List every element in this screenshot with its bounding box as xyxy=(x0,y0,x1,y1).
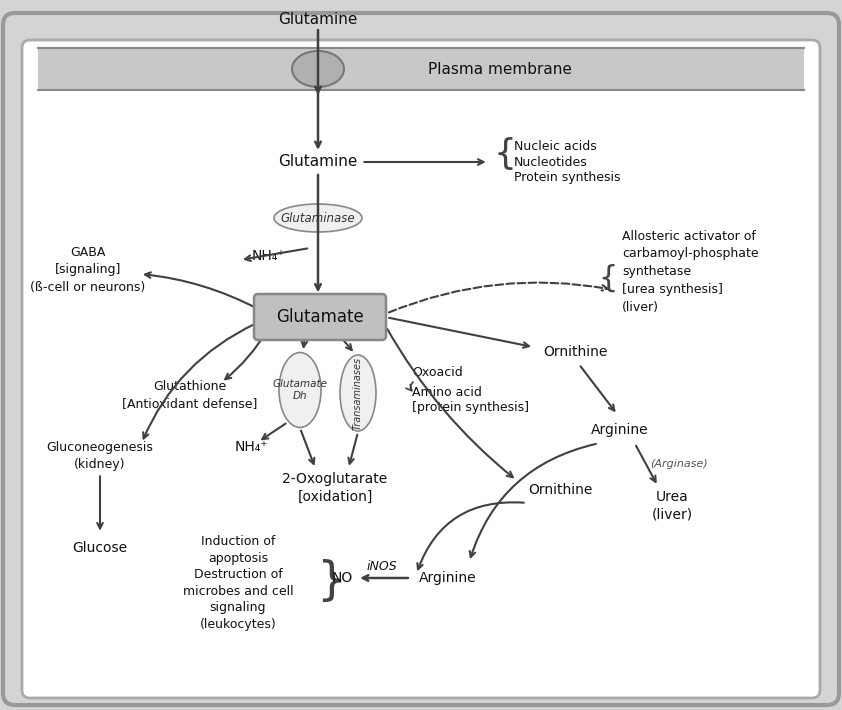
Text: Glutaminase: Glutaminase xyxy=(280,212,355,224)
Text: Nucleotides: Nucleotides xyxy=(514,155,588,168)
Text: Ornithine: Ornithine xyxy=(528,483,592,497)
Text: Allosteric activator of
carbamoyl-phosphate
synthetase
[urea synthesis]
(liver): Allosteric activator of carbamoyl-phosph… xyxy=(622,229,759,315)
Text: Glucose: Glucose xyxy=(72,541,127,555)
Ellipse shape xyxy=(292,51,344,87)
Text: Urea
(liver): Urea (liver) xyxy=(652,491,693,522)
Text: }: } xyxy=(316,559,346,604)
Text: 2-Oxoglutarate
[oxidation]: 2-Oxoglutarate [oxidation] xyxy=(282,472,387,503)
FancyBboxPatch shape xyxy=(38,48,804,90)
Text: (Arginase): (Arginase) xyxy=(650,459,708,469)
Text: Glutamate
Dh: Glutamate Dh xyxy=(273,379,328,401)
FancyBboxPatch shape xyxy=(3,13,839,705)
Text: Oxoacid: Oxoacid xyxy=(412,366,463,378)
Ellipse shape xyxy=(340,355,376,431)
Text: Transaminases: Transaminases xyxy=(353,356,363,430)
Text: {: { xyxy=(494,137,517,171)
Text: Ornithine: Ornithine xyxy=(543,345,607,359)
Text: Plasma membrane: Plasma membrane xyxy=(428,62,572,77)
Ellipse shape xyxy=(279,352,321,427)
FancyBboxPatch shape xyxy=(22,40,820,698)
Text: Glutamine: Glutamine xyxy=(279,155,358,170)
Text: GABA
[signaling]
(ß-cell or neurons): GABA [signaling] (ß-cell or neurons) xyxy=(30,246,146,293)
FancyBboxPatch shape xyxy=(254,294,386,340)
Text: Arginine: Arginine xyxy=(419,571,477,585)
Text: Protein synthesis: Protein synthesis xyxy=(514,170,621,183)
Text: Glutamate: Glutamate xyxy=(276,308,364,326)
Text: Amino acid
[protein synthesis]: Amino acid [protein synthesis] xyxy=(412,386,529,415)
Text: Nucleic acids: Nucleic acids xyxy=(514,141,597,153)
Text: Gluconeogenesis
(kidney): Gluconeogenesis (kidney) xyxy=(46,441,153,471)
Text: {: { xyxy=(599,263,618,293)
Text: NH₄⁺: NH₄⁺ xyxy=(252,249,285,263)
Text: Arginine: Arginine xyxy=(591,423,649,437)
Text: Glutathione
[Antioxidant defense]: Glutathione [Antioxidant defense] xyxy=(122,380,258,410)
Text: NH₄⁺: NH₄⁺ xyxy=(234,440,268,454)
Text: NO: NO xyxy=(332,571,354,585)
Ellipse shape xyxy=(274,204,362,232)
Text: iNOS: iNOS xyxy=(366,559,397,572)
Text: Glutamine: Glutamine xyxy=(279,13,358,28)
Text: Induction of
apoptosis
Destruction of
microbes and cell
signaling
(leukocytes): Induction of apoptosis Destruction of mi… xyxy=(183,535,293,630)
